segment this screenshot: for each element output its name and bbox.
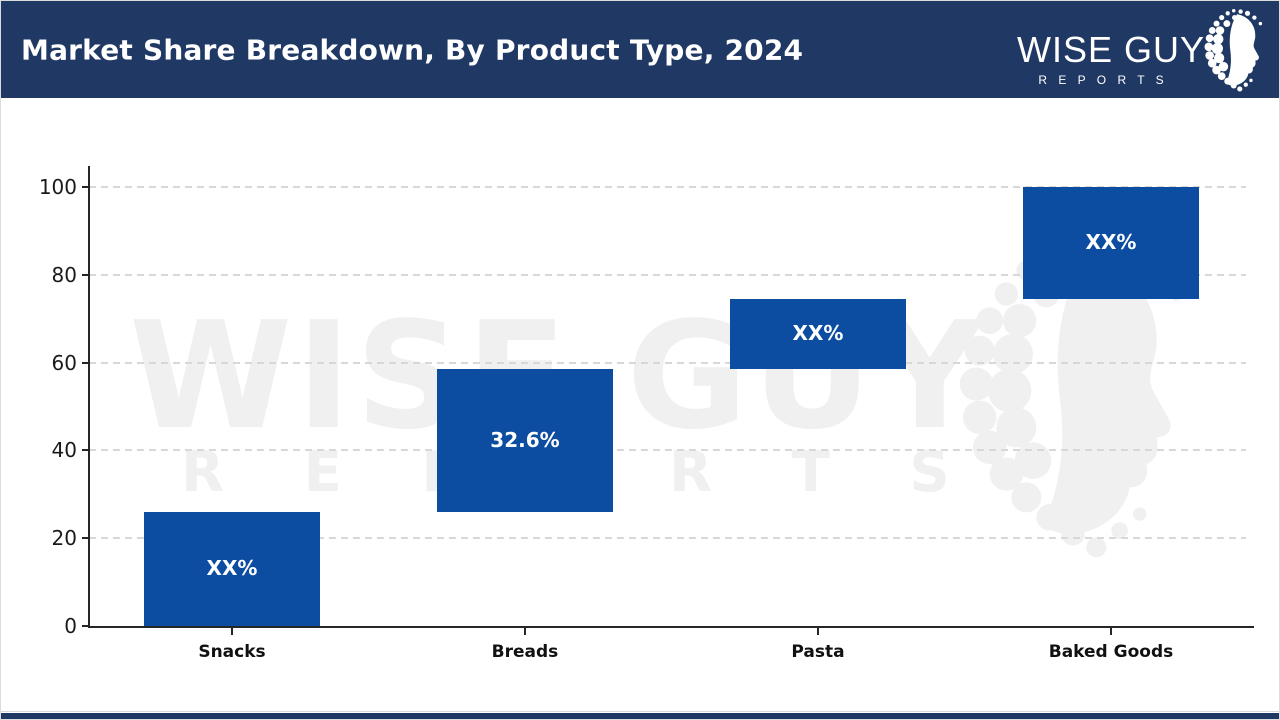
- y-axis-spine: [88, 166, 90, 628]
- y-gridline: [89, 361, 1246, 364]
- bar-value-label: 32.6%: [490, 427, 560, 452]
- brand-subtitle: R E P O R T S: [1038, 73, 1168, 87]
- bar-value-label: XX%: [792, 321, 844, 346]
- bar-value-label: XX%: [1085, 230, 1137, 255]
- bar-value-label: XX%: [206, 556, 258, 581]
- y-gridline: [89, 273, 1246, 276]
- brand-head-icon: [1204, 9, 1263, 92]
- x-tick-label: Snacks: [198, 642, 266, 662]
- waterfall-bar: XX%: [730, 299, 906, 370]
- y-tick-label: 80: [51, 262, 77, 287]
- y-tick-mark: [82, 186, 89, 188]
- brand-name: WISE GUY: [1017, 29, 1206, 70]
- page-title: Market Share Breakdown, By Product Type,…: [21, 33, 804, 66]
- footer-strip: [1, 713, 1279, 719]
- x-tick-label: Breads: [491, 642, 559, 662]
- y-tick-label: 100: [38, 175, 77, 199]
- waterfall-bar: XX%: [1023, 187, 1199, 300]
- y-tick-mark: [82, 449, 89, 452]
- waterfall-bar: XX%: [144, 512, 320, 626]
- y-tick-mark: [82, 361, 89, 364]
- brand-logo: WISE GUY R E P O R T S: [1017, 7, 1267, 95]
- x-tick-mark: [231, 628, 233, 635]
- bottom-divider: [1, 711, 1279, 712]
- y-tick-label: 40: [51, 438, 77, 463]
- x-axis-spine: [88, 626, 1254, 628]
- waterfall-chart: 0 20 40 60 80 100 XX% Snacks 32.6% Breads XX% Pasta…: [1, 98, 1279, 715]
- x-tick-label: Baked Goods: [1048, 642, 1174, 662]
- y-tick-mark: [82, 625, 89, 627]
- brand-text: WISE GUY R E P O R T S: [1017, 29, 1206, 87]
- x-tick-label: Pasta: [791, 642, 845, 662]
- x-tick-mark: [524, 628, 526, 635]
- y-tick-mark: [82, 537, 89, 540]
- y-gridline: [89, 449, 1246, 452]
- waterfall-bar: 32.6%: [437, 369, 613, 513]
- y-tick-mark: [82, 273, 89, 276]
- y-tick-label: 0: [64, 614, 77, 638]
- x-tick-mark: [817, 628, 819, 635]
- report-header: Market Share Breakdown, By Product Type,…: [1, 1, 1279, 98]
- y-gridline: [89, 186, 1246, 188]
- y-tick-label: 60: [51, 350, 77, 375]
- y-gridline: [89, 537, 1246, 540]
- chart-area: WISE GUY R E P O R T S 020406080100XX%Sn…: [1, 98, 1279, 715]
- y-tick-label: 20: [51, 526, 77, 551]
- x-tick-mark: [1110, 628, 1112, 635]
